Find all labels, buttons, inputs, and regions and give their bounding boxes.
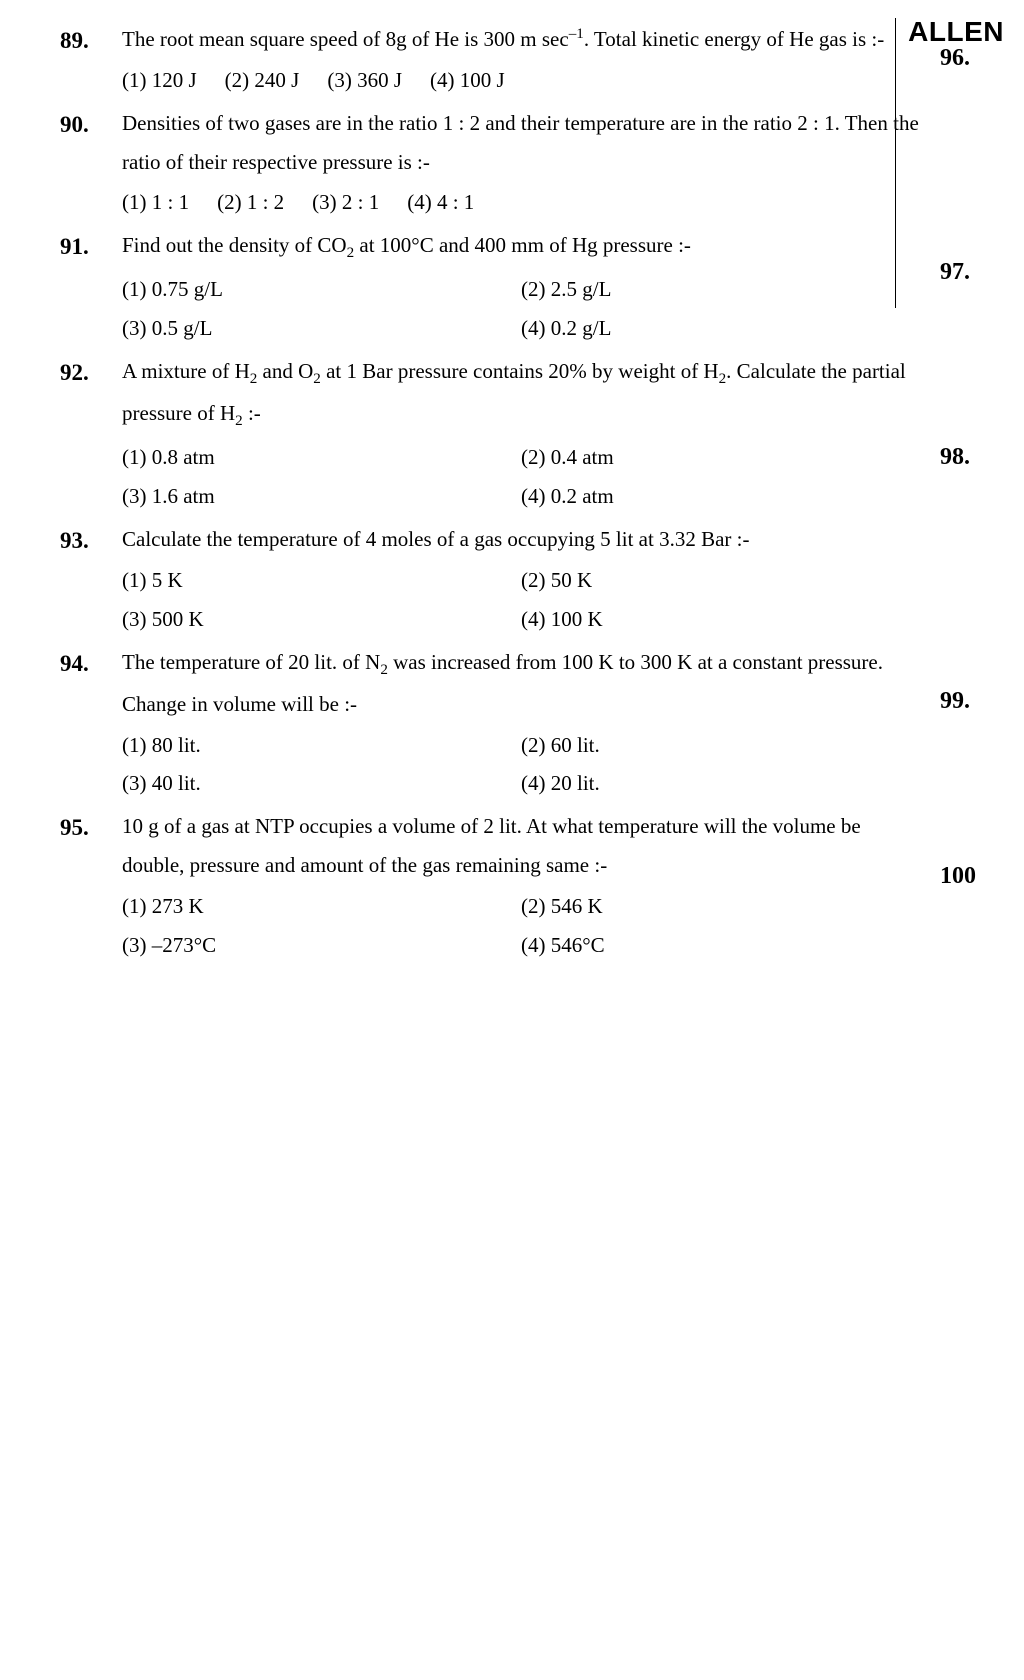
option: (2) 240 J <box>225 61 300 100</box>
option: (1) 273 K <box>122 887 521 926</box>
column-divider <box>895 18 896 308</box>
question-body: The temperature of 20 lit. of N2 was inc… <box>122 643 920 804</box>
right-question-marker: 97. <box>940 250 1020 294</box>
question-number: 91. <box>60 226 122 348</box>
option: (3) 40 lit. <box>122 764 521 803</box>
option: (4) 4 : 1 <box>407 183 474 222</box>
question-number: 93. <box>60 520 122 639</box>
questions-column: 89.The root mean square speed of 8g of H… <box>60 20 920 988</box>
question: 92.A mixture of H2 and O2 at 1 Bar press… <box>60 352 920 516</box>
option: (3) –273°C <box>122 926 521 965</box>
question-text: Find out the density of CO2 at 100°C and… <box>122 226 920 268</box>
question: 91.Find out the density of CO2 at 100°C … <box>60 226 920 348</box>
question: 89.The root mean square speed of 8g of H… <box>60 20 920 100</box>
option: (2) 0.4 atm <box>521 438 920 477</box>
option: (4) 100 J <box>430 61 505 100</box>
option: (4) 100 K <box>521 600 920 639</box>
question: 93.Calculate the temperature of 4 moles … <box>60 520 920 639</box>
right-question-marker: 98. <box>940 435 1020 479</box>
option: (2) 1 : 2 <box>217 183 284 222</box>
question-number: 92. <box>60 352 122 516</box>
option: (1) 80 lit. <box>122 726 521 765</box>
right-markers-column: 96.97.98.99.100 <box>920 20 1020 988</box>
question-body: Densities of two gases are in the ratio … <box>122 104 920 223</box>
question: 94.The temperature of 20 lit. of N2 was … <box>60 643 920 804</box>
right-question-marker: 99. <box>940 679 1020 723</box>
option: (1) 0.8 atm <box>122 438 521 477</box>
option: (2) 60 lit. <box>521 726 920 765</box>
question-number: 95. <box>60 807 122 964</box>
option: (1) 0.75 g/L <box>122 270 521 309</box>
question-text: The temperature of 20 lit. of N2 was inc… <box>122 643 920 724</box>
option: (4) 546°C <box>521 926 920 965</box>
question-text: Densities of two gases are in the ratio … <box>122 104 920 182</box>
question-number: 90. <box>60 104 122 223</box>
option: (1) 5 K <box>122 561 521 600</box>
options-grid: (1) 0.8 atm(2) 0.4 atm(3) 1.6 atm(4) 0.2… <box>122 438 920 516</box>
brand-logo: ALLEN <box>908 6 1004 58</box>
question-body: The root mean square speed of 8g of He i… <box>122 20 920 100</box>
question-text: The root mean square speed of 8g of He i… <box>122 20 920 59</box>
question-number: 89. <box>60 20 122 100</box>
options-row: (1) 1 : 1 (2) 1 : 2 (3) 2 : 1 (4) 4 : 1 <box>122 183 920 222</box>
question-text: Calculate the temperature of 4 moles of … <box>122 520 920 559</box>
question-number: 94. <box>60 643 122 804</box>
options-grid: (1) 273 K(2) 546 K(3) –273°C(4) 546°C <box>122 887 920 965</box>
question: 95.10 g of a gas at NTP occupies a volum… <box>60 807 920 964</box>
option: (1) 1 : 1 <box>122 183 189 222</box>
option: (3) 1.6 atm <box>122 477 521 516</box>
option: (3) 360 J <box>327 61 402 100</box>
option: (2) 546 K <box>521 887 920 926</box>
option: (4) 0.2 g/L <box>521 309 920 348</box>
options-grid: (1) 5 K(2) 50 K(3) 500 K(4) 100 K <box>122 561 920 639</box>
question: 90.Densities of two gases are in the rat… <box>60 104 920 223</box>
question-body: 10 g of a gas at NTP occupies a volume o… <box>122 807 920 964</box>
option: (4) 20 lit. <box>521 764 920 803</box>
option: (3) 500 K <box>122 600 521 639</box>
right-question-marker: 100 <box>940 854 1020 898</box>
option: (1) 120 J <box>122 61 197 100</box>
option: (2) 50 K <box>521 561 920 600</box>
option: (4) 0.2 atm <box>521 477 920 516</box>
question-body: A mixture of H2 and O2 at 1 Bar pressure… <box>122 352 920 516</box>
option: (3) 0.5 g/L <box>122 309 521 348</box>
option: (3) 2 : 1 <box>312 183 379 222</box>
options-row: (1) 120 J (2) 240 J (3) 360 J (4) 100 J <box>122 61 920 100</box>
options-grid: (1) 80 lit.(2) 60 lit.(3) 40 lit.(4) 20 … <box>122 726 920 804</box>
options-grid: (1) 0.75 g/L(2) 2.5 g/L(3) 0.5 g/L(4) 0.… <box>122 270 920 348</box>
question-body: Calculate the temperature of 4 moles of … <box>122 520 920 639</box>
question-text: A mixture of H2 and O2 at 1 Bar pressure… <box>122 352 920 436</box>
question-body: Find out the density of CO2 at 100°C and… <box>122 226 920 348</box>
option: (2) 2.5 g/L <box>521 270 920 309</box>
question-text: 10 g of a gas at NTP occupies a volume o… <box>122 807 920 885</box>
